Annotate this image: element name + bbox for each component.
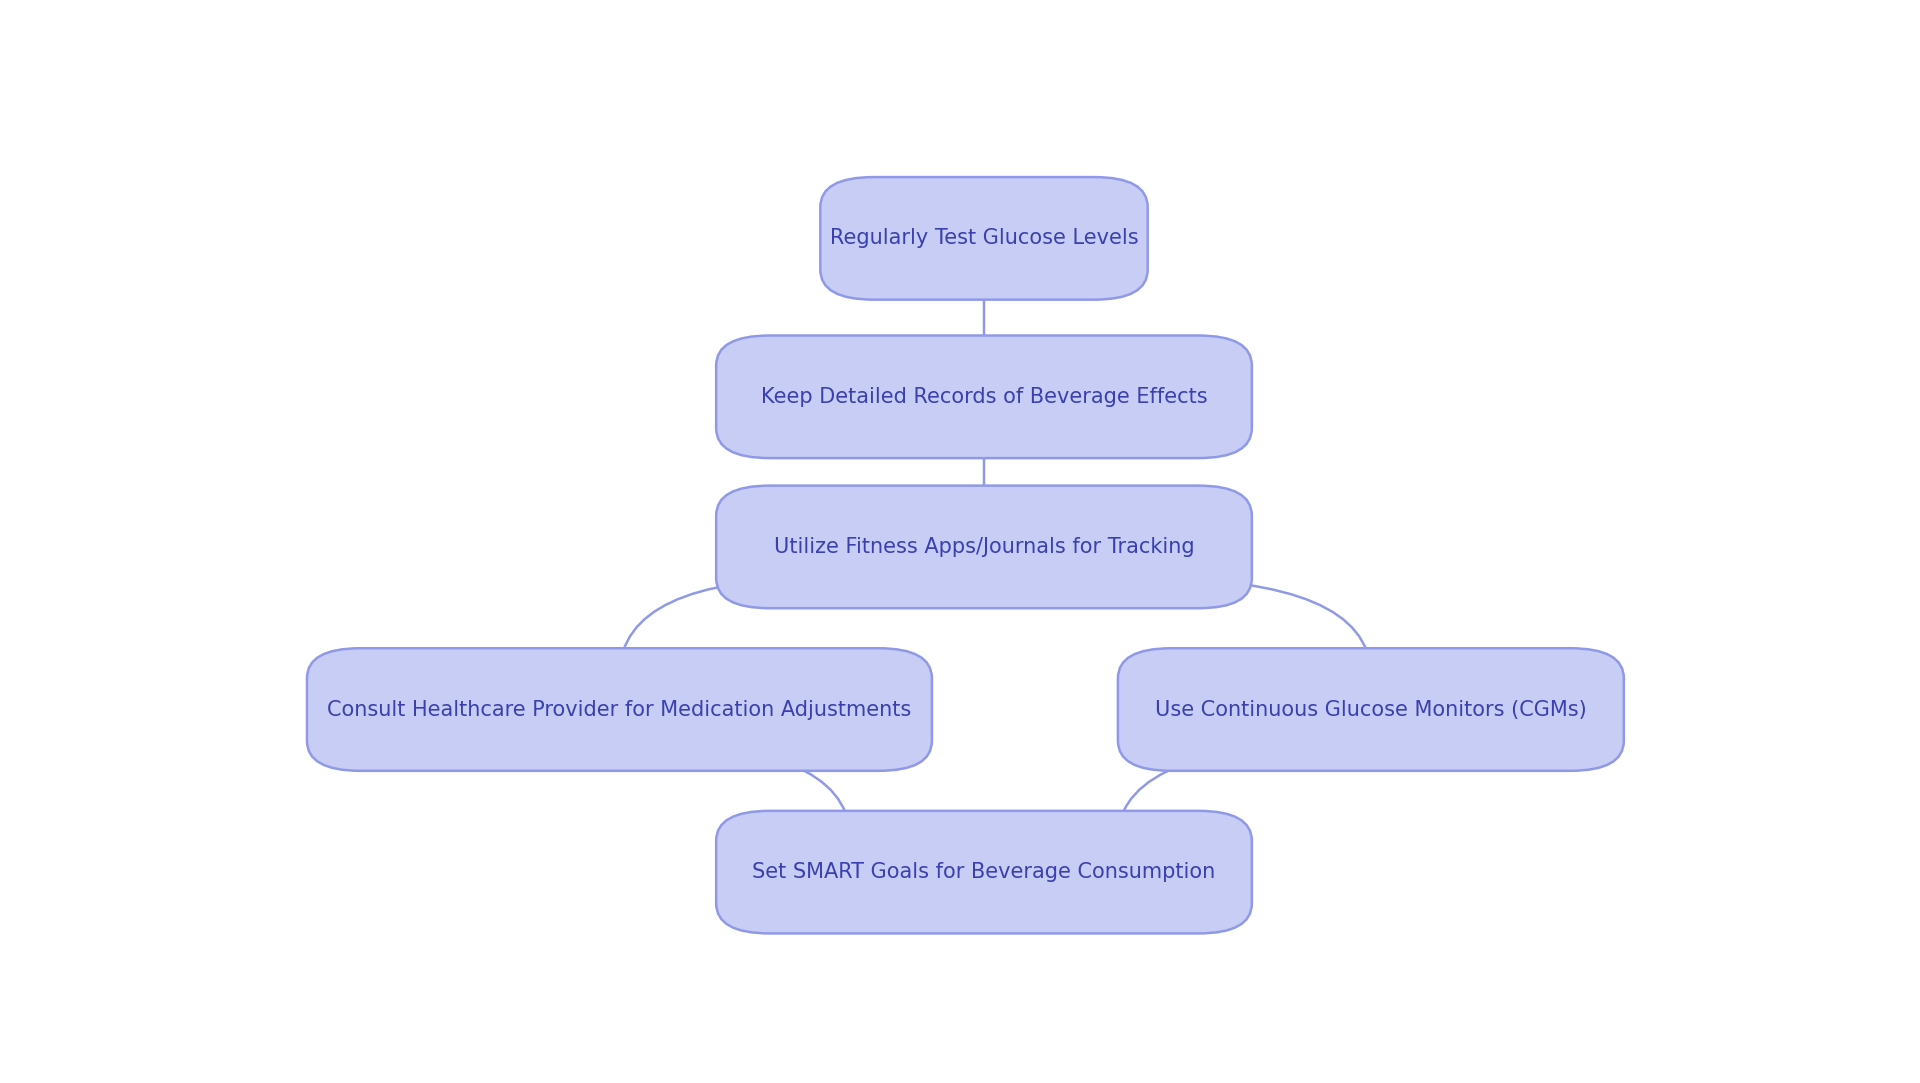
FancyBboxPatch shape	[716, 811, 1252, 934]
Text: Keep Detailed Records of Beverage Effects: Keep Detailed Records of Beverage Effect…	[760, 387, 1208, 407]
FancyBboxPatch shape	[716, 485, 1252, 609]
FancyBboxPatch shape	[716, 336, 1252, 458]
Text: Use Continuous Glucose Monitors (CGMs): Use Continuous Glucose Monitors (CGMs)	[1156, 700, 1586, 719]
FancyBboxPatch shape	[1117, 649, 1624, 771]
Text: Utilize Fitness Apps/Journals for Tracking: Utilize Fitness Apps/Journals for Tracki…	[774, 537, 1194, 557]
Text: Set SMART Goals for Beverage Consumption: Set SMART Goals for Beverage Consumption	[753, 862, 1215, 883]
Text: Consult Healthcare Provider for Medication Adjustments: Consult Healthcare Provider for Medicati…	[326, 700, 912, 719]
Text: Regularly Test Glucose Levels: Regularly Test Glucose Levels	[829, 229, 1139, 248]
FancyBboxPatch shape	[307, 649, 931, 771]
FancyBboxPatch shape	[820, 178, 1148, 300]
